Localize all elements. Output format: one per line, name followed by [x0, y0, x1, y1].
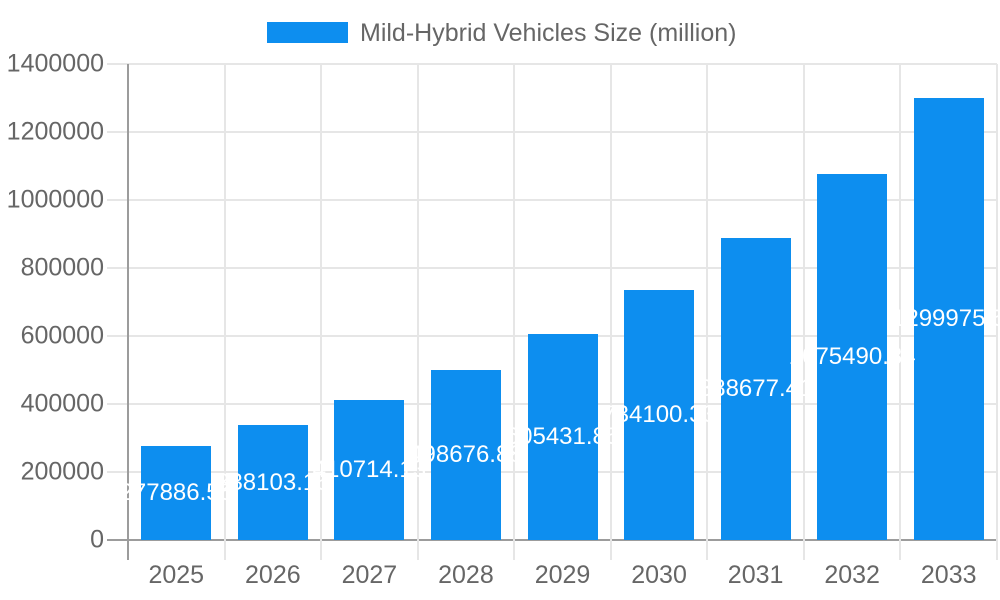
bar-2030	[624, 290, 695, 540]
bar-2031	[720, 237, 791, 540]
x-gridline	[996, 64, 998, 560]
x-gridline	[706, 64, 709, 560]
x-gridline	[899, 64, 902, 560]
bar-value-label: 605431.85	[505, 423, 620, 451]
y-axis-tick-label: 1200000	[6, 117, 104, 146]
x-axis-tick-label: 2031	[727, 561, 784, 589]
x-axis-tick-label: 2025	[148, 561, 205, 589]
x-axis-line	[107, 539, 997, 541]
y-axis-tick-label: 800000	[20, 253, 104, 282]
x-gridline	[513, 64, 516, 560]
x-axis-tick-label: 2026	[245, 561, 301, 589]
x-gridline	[223, 64, 226, 560]
bar-2029	[527, 334, 598, 540]
bar-2033	[913, 98, 984, 540]
legend-label: Mild-Hybrid Vehicles Size (million)	[360, 19, 737, 47]
bar-value-label: 338103.15	[216, 468, 330, 496]
bar-value-label: 498676.88	[409, 441, 523, 469]
bar-2025	[141, 445, 212, 540]
bar-value-label: 277886.55	[119, 478, 233, 506]
y-axis-tick-label: 200000	[20, 457, 104, 486]
bar-value-label: 410714.13	[312, 456, 427, 484]
y-axis-tick-label: 1000000	[6, 185, 104, 214]
y-axis-tick-label: 600000	[20, 321, 104, 350]
bar-2032	[817, 174, 888, 540]
bar-2026	[237, 425, 308, 540]
bar-2028	[430, 370, 501, 540]
bar-value-label: 1075490.84	[788, 343, 916, 371]
x-gridline	[609, 64, 612, 560]
legend-swatch	[267, 22, 348, 43]
y-gridline	[107, 199, 997, 201]
bar-value-label: 888677.41	[698, 374, 813, 402]
y-axis-tick-label: 0	[90, 525, 104, 554]
x-axis-tick-label: 2029	[534, 561, 591, 589]
bar-2027	[334, 400, 405, 540]
y-gridline	[107, 63, 997, 65]
bar-value-label: 734100.33	[602, 401, 716, 429]
x-axis-tick-label: 2032	[824, 561, 880, 589]
y-gridline	[107, 267, 997, 269]
x-axis-tick-label: 2030	[631, 561, 687, 589]
x-axis-tick-label: 2028	[438, 561, 494, 589]
x-gridline	[320, 64, 323, 560]
bar-value-label: 1299975.5	[891, 305, 1000, 332]
y-gridline	[107, 131, 997, 133]
y-axis-line	[127, 64, 129, 560]
y-axis-tick-label: 1400000	[6, 49, 104, 78]
x-gridline	[802, 64, 805, 560]
y-axis-tick-label: 400000	[20, 389, 104, 418]
x-gridline	[416, 64, 419, 560]
x-axis-tick-label: 2033	[920, 561, 977, 589]
x-axis-tick-label: 2027	[341, 561, 398, 589]
